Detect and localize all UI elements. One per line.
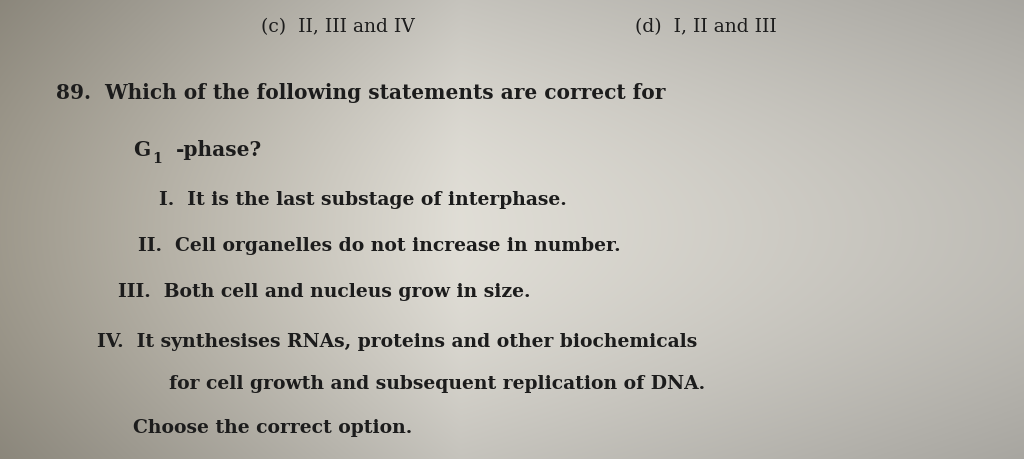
Text: 89.  Which of the following statements are correct for: 89. Which of the following statements ar… [56, 83, 666, 102]
Text: II.  Cell organelles do not increase in number.: II. Cell organelles do not increase in n… [138, 236, 621, 254]
Text: for cell growth and subsequent replication of DNA.: for cell growth and subsequent replicati… [169, 374, 706, 392]
Text: -phase?: -phase? [176, 140, 262, 160]
Text: 1: 1 [153, 151, 163, 165]
Text: (d)  I, II and III: (d) I, II and III [635, 18, 776, 36]
Text: G: G [133, 140, 151, 160]
Text: IV.  It synthesises RNAs, proteins and other biochemicals: IV. It synthesises RNAs, proteins and ot… [97, 333, 697, 351]
Text: I.  It is the last substage of interphase.: I. It is the last substage of interphase… [159, 190, 566, 208]
Text: (c)  II, III and IV: (c) II, III and IV [261, 18, 415, 36]
Text: III.  Both cell and nucleus grow in size.: III. Both cell and nucleus grow in size. [118, 282, 530, 300]
Text: Choose the correct option.: Choose the correct option. [133, 418, 413, 436]
